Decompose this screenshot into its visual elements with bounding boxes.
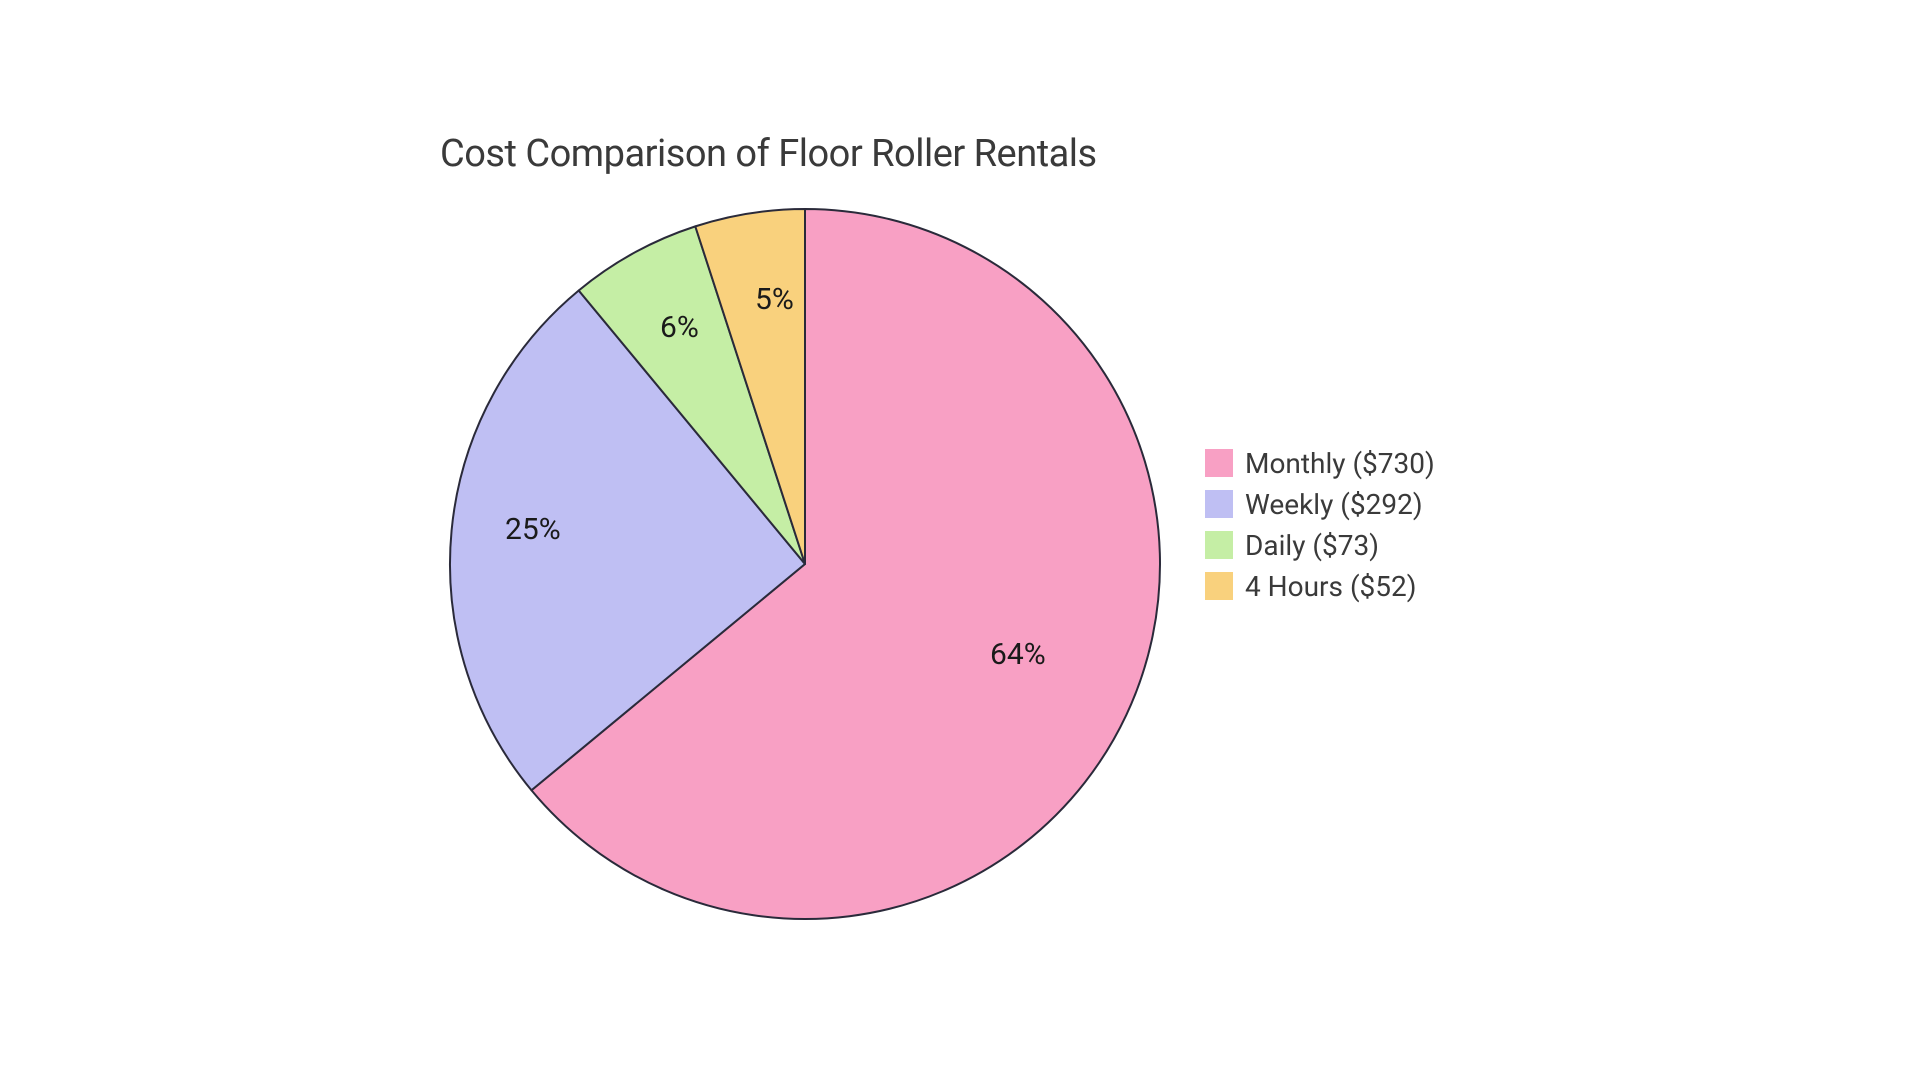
slice-percent-label: 64% <box>990 637 1046 672</box>
legend: Monthly ($730) Weekly ($292) Daily ($73) 4 … <box>1205 447 1435 603</box>
slice-percent-label: 6% <box>660 310 699 345</box>
chart-title: Cost Comparison of Floor Roller Rentals <box>440 132 1097 176</box>
legend-swatch <box>1205 531 1233 559</box>
pie-svg <box>410 202 1200 932</box>
legend-swatch <box>1205 449 1233 477</box>
legend-item: Daily ($73) <box>1205 529 1435 562</box>
legend-swatch <box>1205 490 1233 518</box>
slice-percent-label: 25% <box>505 512 561 547</box>
legend-label: Monthly ($730) <box>1245 447 1435 480</box>
pie-chart: 64% 25% 6% 5% <box>410 202 1200 936</box>
legend-swatch <box>1205 572 1233 600</box>
legend-label: Weekly ($292) <box>1245 488 1423 521</box>
legend-item: Weekly ($292) <box>1205 488 1435 521</box>
slice-percent-label: 5% <box>755 282 794 317</box>
legend-label: Daily ($73) <box>1245 529 1379 562</box>
legend-item: 4 Hours ($52) <box>1205 570 1435 603</box>
legend-item: Monthly ($730) <box>1205 447 1435 480</box>
chart-container: Cost Comparison of Floor Roller Rentals … <box>230 132 1690 952</box>
legend-label: 4 Hours ($52) <box>1245 570 1417 603</box>
